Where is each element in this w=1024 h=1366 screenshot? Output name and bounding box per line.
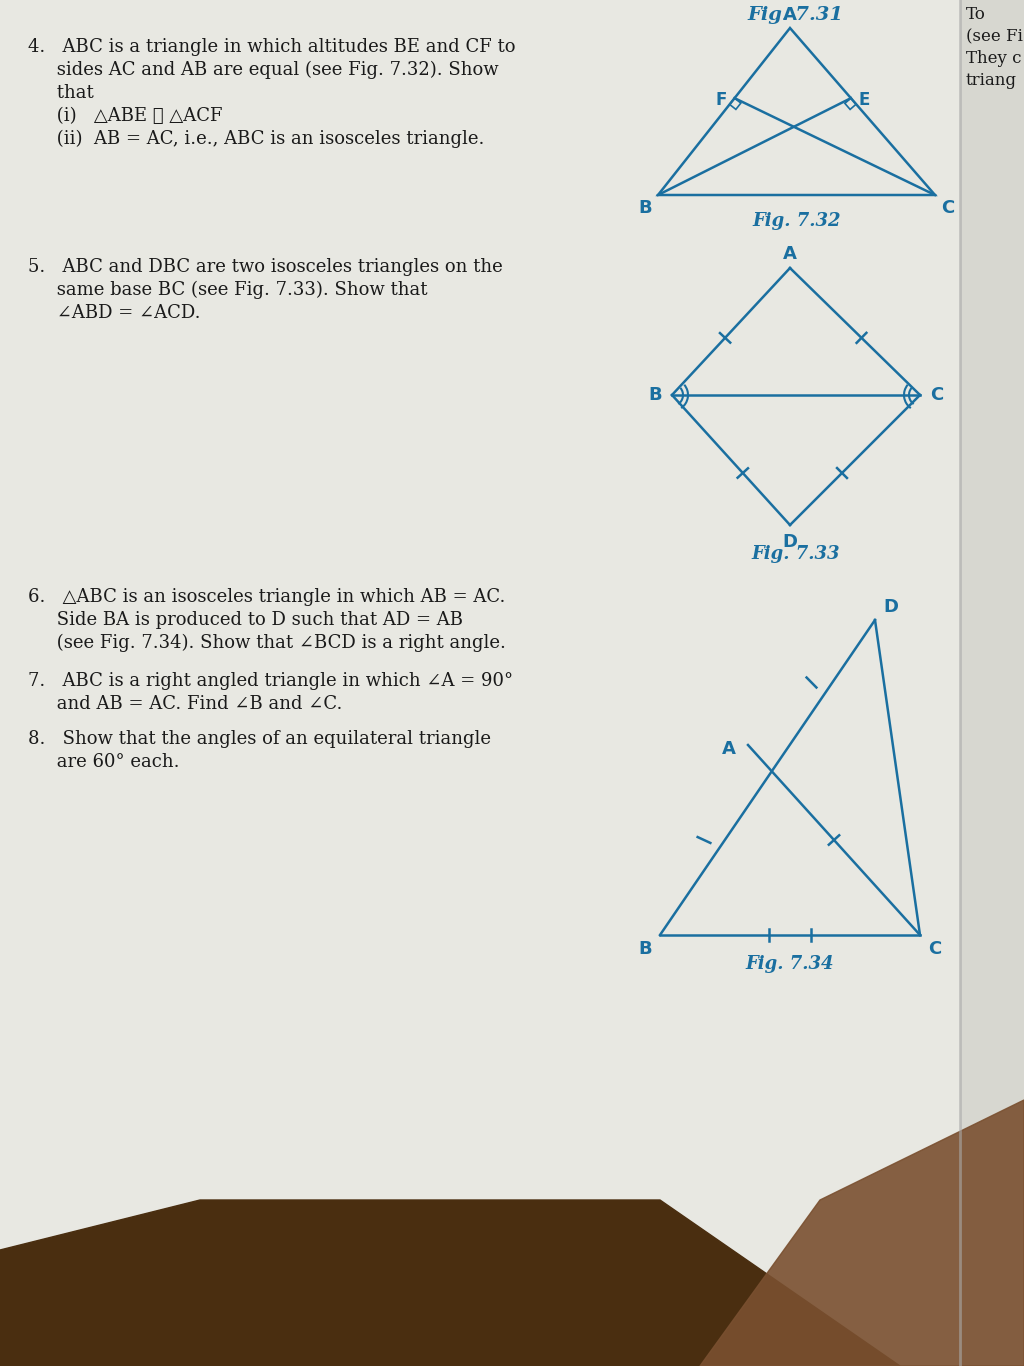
Text: 4.   ABC is a triangle in which altitudes BE and CF to: 4. ABC is a triangle in which altitudes … (28, 38, 515, 56)
Text: are 60° each.: are 60° each. (28, 753, 179, 770)
Text: C: C (928, 940, 941, 958)
Text: A: A (783, 5, 797, 25)
Text: D: D (782, 533, 798, 550)
Text: 8.   Show that the angles of an equilateral triangle: 8. Show that the angles of an equilatera… (28, 729, 490, 749)
Text: Fig. 7.32: Fig. 7.32 (753, 212, 841, 229)
Text: Fig. 7.31: Fig. 7.31 (746, 5, 843, 25)
Text: and AB = AC. Find ∠B and ∠C.: and AB = AC. Find ∠B and ∠C. (28, 695, 342, 713)
Text: 7.   ABC is a right angled triangle in which ∠A = 90°: 7. ABC is a right angled triangle in whi… (28, 672, 513, 690)
Text: Fig. 7.33: Fig. 7.33 (752, 545, 841, 563)
Text: Side BA is produced to D such that AD = AB: Side BA is produced to D such that AD = … (28, 611, 463, 628)
Text: B: B (638, 199, 652, 217)
Text: (see Fi: (see Fi (966, 27, 1023, 45)
Polygon shape (700, 1100, 1024, 1366)
Text: Fig. 7.34: Fig. 7.34 (745, 955, 835, 973)
Text: that: that (28, 83, 94, 102)
Text: F: F (715, 92, 727, 109)
Text: D: D (883, 598, 898, 616)
Polygon shape (0, 1199, 900, 1366)
Text: A: A (722, 740, 736, 758)
Text: E: E (859, 92, 870, 109)
Text: (i)   △ABE ≅ △ACF: (i) △ABE ≅ △ACF (28, 107, 222, 126)
Bar (961, 0, 1024, 1366)
Text: B: B (638, 940, 652, 958)
Text: same base BC (see Fig. 7.33). Show that: same base BC (see Fig. 7.33). Show that (28, 281, 427, 299)
Text: A: A (783, 245, 797, 264)
Text: 6.   △ABC is an isosceles triangle in which AB = AC.: 6. △ABC is an isosceles triangle in whic… (28, 587, 506, 607)
Text: sides AC and AB are equal (see Fig. 7.32). Show: sides AC and AB are equal (see Fig. 7.32… (28, 61, 499, 79)
Text: (see Fig. 7.34). Show that ∠BCD is a right angle.: (see Fig. 7.34). Show that ∠BCD is a rig… (28, 634, 506, 652)
Text: (ii)  AB = AC, i.e., ABC is an isosceles triangle.: (ii) AB = AC, i.e., ABC is an isosceles … (28, 130, 484, 149)
Text: 5.   ABC and DBC are two isosceles triangles on the: 5. ABC and DBC are two isosceles triangl… (28, 258, 503, 276)
Text: C: C (941, 199, 954, 217)
Text: ∠ABD = ∠ACD.: ∠ABD = ∠ACD. (28, 305, 201, 322)
Text: They c: They c (966, 51, 1022, 67)
Text: triang: triang (966, 72, 1017, 89)
Text: C: C (930, 387, 943, 404)
Text: To: To (966, 5, 986, 23)
Text: B: B (648, 387, 662, 404)
